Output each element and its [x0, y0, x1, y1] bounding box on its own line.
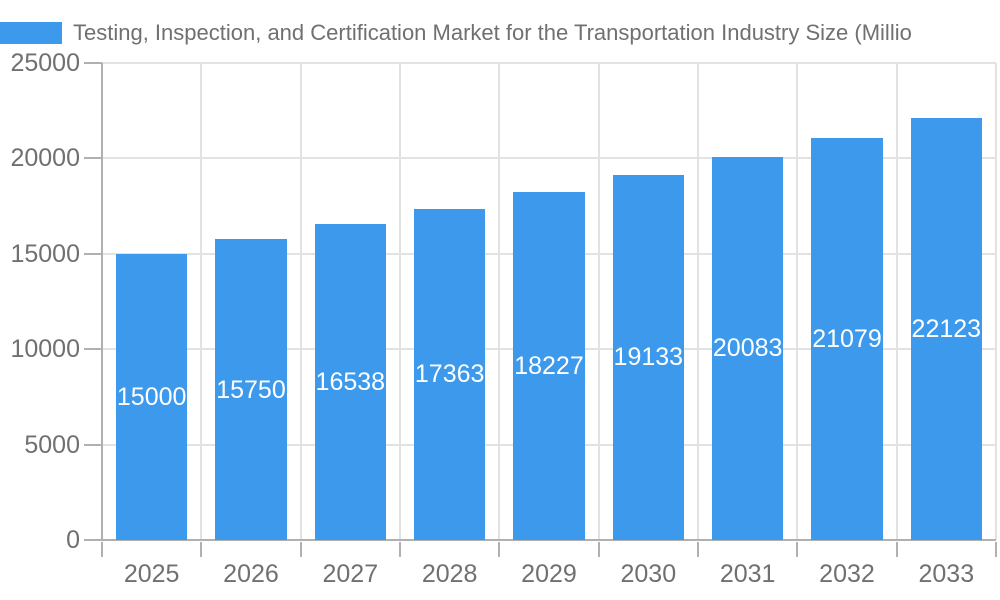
y-axis-tick	[84, 443, 102, 446]
x-axis-line	[102, 539, 996, 541]
gridline-vertical	[697, 63, 699, 540]
bar-value-label: 19133	[613, 343, 684, 372]
x-axis-label: 2028	[421, 560, 478, 588]
bar	[215, 239, 287, 540]
x-axis-tick	[796, 542, 799, 557]
y-axis-label: 0	[66, 526, 80, 554]
gridline-vertical	[796, 63, 799, 540]
y-axis-label: 20000	[10, 144, 80, 173]
bar-value-label: 15000	[116, 382, 187, 411]
x-axis-label: 2030	[620, 560, 677, 588]
x-axis-tick	[101, 542, 103, 557]
x-axis-label: 2031	[719, 560, 776, 588]
y-axis-tick	[84, 157, 102, 160]
chart-title: Testing, Inspection, and Certification M…	[73, 20, 912, 45]
gridline-vertical	[399, 63, 401, 540]
x-axis-tick	[399, 542, 401, 557]
x-axis-tick	[597, 542, 600, 557]
x-axis-label: 2029	[521, 560, 577, 588]
y-axis-tick	[84, 539, 102, 541]
gridline-vertical	[200, 63, 203, 540]
gridline-vertical	[299, 63, 302, 540]
bar	[116, 253, 188, 540]
gridline-horizontal	[102, 62, 996, 64]
x-axis-tick	[995, 542, 997, 557]
legend-swatch	[0, 22, 62, 44]
x-axis-label: 2025	[123, 560, 180, 588]
x-axis-tick	[697, 542, 699, 557]
gridline-vertical	[498, 63, 501, 540]
y-axis-line	[101, 63, 103, 540]
bar-value-label: 15750	[216, 375, 286, 404]
bar-value-label: 22123	[911, 314, 982, 343]
bar-value-label: 20083	[712, 334, 783, 363]
x-axis-label: 2027	[322, 560, 379, 588]
gridline-vertical	[597, 63, 600, 540]
y-axis-label: 15000	[10, 239, 80, 268]
bar	[314, 224, 386, 540]
x-axis-tick	[200, 542, 203, 557]
y-axis-tick	[84, 348, 102, 351]
x-axis-label: 2033	[918, 560, 975, 588]
bar	[712, 156, 784, 540]
y-axis-tick	[84, 252, 102, 255]
bar	[513, 192, 585, 540]
legend-item[interactable]: Testing, Inspection, and Certification M…	[0, 20, 912, 45]
bar-value-label: 17363	[414, 360, 485, 389]
x-axis-tick	[498, 542, 501, 557]
x-axis-label: 2026	[223, 560, 279, 588]
bar	[811, 137, 883, 540]
gridline-vertical	[995, 63, 997, 540]
y-axis-label: 10000	[10, 335, 80, 364]
bar-value-label: 21079	[812, 324, 882, 353]
bar	[414, 208, 486, 540]
y-axis-label: 5000	[24, 430, 80, 459]
y-axis-label: 25000	[10, 49, 80, 77]
x-axis-tick	[299, 542, 302, 557]
bar-value-label: 16538	[315, 368, 386, 397]
bar	[910, 117, 982, 540]
bar	[612, 174, 684, 540]
gridline-horizontal	[102, 157, 996, 160]
y-axis-tick	[84, 62, 102, 64]
x-axis-tick	[895, 542, 898, 557]
x-axis-label: 2032	[819, 560, 875, 588]
bar-value-label: 18227	[514, 352, 584, 381]
gridline-vertical	[895, 63, 898, 540]
